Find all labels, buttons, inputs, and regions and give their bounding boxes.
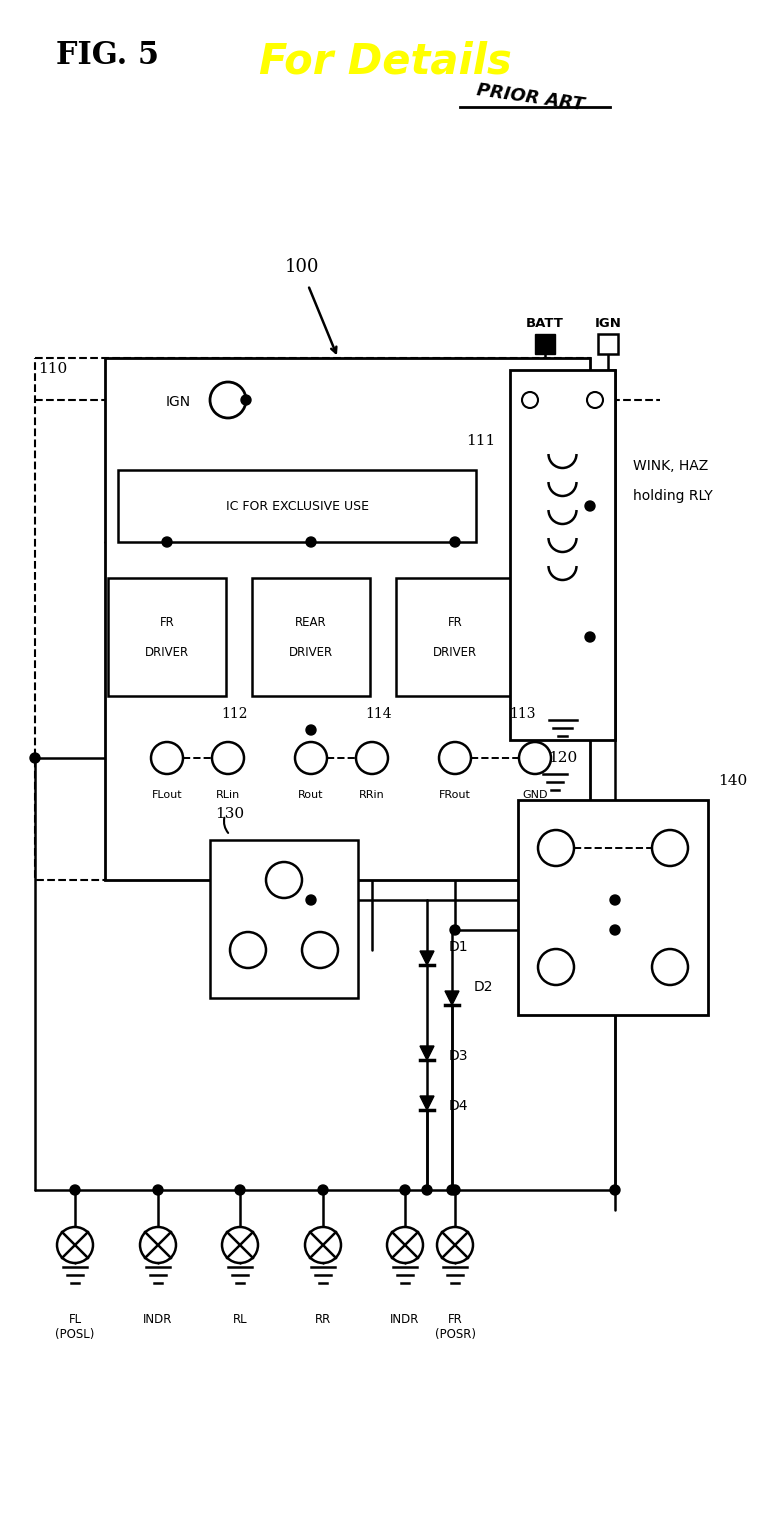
Circle shape xyxy=(30,753,40,762)
Text: FRout: FRout xyxy=(439,790,471,801)
Text: 112: 112 xyxy=(221,707,247,721)
Polygon shape xyxy=(420,1047,434,1060)
Circle shape xyxy=(306,724,316,735)
Text: 100: 100 xyxy=(285,258,320,277)
Text: 130: 130 xyxy=(215,807,244,821)
Circle shape xyxy=(387,1227,423,1264)
Circle shape xyxy=(610,895,620,905)
Circle shape xyxy=(585,501,595,510)
Circle shape xyxy=(652,949,688,986)
Text: D2: D2 xyxy=(474,979,494,995)
Text: 110: 110 xyxy=(38,362,67,376)
Circle shape xyxy=(212,743,244,775)
Text: RLin: RLin xyxy=(216,790,240,801)
Text: 113: 113 xyxy=(509,707,536,721)
Text: GND: GND xyxy=(523,790,548,801)
Circle shape xyxy=(610,1186,620,1195)
Text: REAR

DRIVER: REAR DRIVER xyxy=(289,616,333,659)
Bar xyxy=(598,335,618,354)
Circle shape xyxy=(306,536,316,547)
Text: 140: 140 xyxy=(718,775,747,788)
Circle shape xyxy=(70,1186,80,1195)
Circle shape xyxy=(437,1227,473,1264)
Bar xyxy=(510,370,615,740)
Text: For Details: For Details xyxy=(259,41,512,83)
Text: INDR: INDR xyxy=(390,1313,420,1326)
Bar xyxy=(118,471,476,542)
Circle shape xyxy=(400,1186,410,1195)
Text: IGN: IGN xyxy=(594,316,622,330)
Circle shape xyxy=(153,1186,163,1195)
Circle shape xyxy=(450,1186,460,1195)
Text: 114: 114 xyxy=(365,707,392,721)
Text: Rout: Rout xyxy=(298,790,324,801)
Text: RRin: RRin xyxy=(359,790,385,801)
Text: FR

DRIVER: FR DRIVER xyxy=(433,616,477,659)
Bar xyxy=(396,578,514,695)
Text: BATT: BATT xyxy=(526,316,564,330)
Circle shape xyxy=(439,743,471,775)
Circle shape xyxy=(318,1186,328,1195)
Text: 111: 111 xyxy=(466,434,495,448)
Circle shape xyxy=(302,932,338,969)
Text: D3: D3 xyxy=(449,1050,469,1063)
Text: PRIOR ART: PRIOR ART xyxy=(475,81,585,115)
Text: FR
(POSR): FR (POSR) xyxy=(434,1313,476,1342)
Circle shape xyxy=(151,743,183,775)
Text: FL
(POSL): FL (POSL) xyxy=(55,1313,94,1342)
Polygon shape xyxy=(420,950,434,966)
Circle shape xyxy=(306,895,316,905)
Text: FLout: FLout xyxy=(151,790,183,801)
Circle shape xyxy=(587,393,603,408)
Circle shape xyxy=(295,743,327,775)
Circle shape xyxy=(162,536,172,547)
Text: INDR: INDR xyxy=(144,1313,172,1326)
Circle shape xyxy=(356,743,388,775)
Circle shape xyxy=(538,830,574,866)
Circle shape xyxy=(447,1186,457,1195)
Text: FIG. 5: FIG. 5 xyxy=(56,40,159,70)
Circle shape xyxy=(450,536,460,547)
Circle shape xyxy=(241,396,251,405)
Bar xyxy=(252,578,370,695)
Text: holding RLY: holding RLY xyxy=(633,489,713,503)
Circle shape xyxy=(222,1227,258,1264)
Circle shape xyxy=(538,949,574,986)
Text: D4: D4 xyxy=(449,1099,469,1112)
Circle shape xyxy=(585,633,595,642)
Text: FR

DRIVER: FR DRIVER xyxy=(145,616,189,659)
Circle shape xyxy=(140,1227,176,1264)
Bar xyxy=(35,358,590,880)
Polygon shape xyxy=(420,1096,434,1109)
Circle shape xyxy=(230,932,266,969)
Text: RL: RL xyxy=(232,1313,247,1326)
Circle shape xyxy=(305,1227,341,1264)
Circle shape xyxy=(519,743,551,775)
Text: CLICK HERE: CLICK HERE xyxy=(340,20,440,35)
Text: 120: 120 xyxy=(548,750,577,766)
Circle shape xyxy=(652,830,688,866)
Circle shape xyxy=(235,1186,245,1195)
Circle shape xyxy=(422,1186,432,1195)
Bar xyxy=(108,578,226,695)
Text: RR: RR xyxy=(315,1313,332,1326)
Bar xyxy=(518,801,708,1015)
Circle shape xyxy=(57,1227,93,1264)
Text: D1: D1 xyxy=(449,940,469,953)
Text: IC FOR EXCLUSIVE USE: IC FOR EXCLUSIVE USE xyxy=(225,500,368,512)
Bar xyxy=(535,335,555,354)
Text: IGN: IGN xyxy=(165,396,190,410)
Circle shape xyxy=(610,924,620,935)
Circle shape xyxy=(266,862,302,898)
Circle shape xyxy=(210,382,246,419)
Text: WINK, HAZ: WINK, HAZ xyxy=(633,458,708,474)
Circle shape xyxy=(522,393,538,408)
Bar xyxy=(210,840,358,998)
Bar xyxy=(105,358,590,880)
Circle shape xyxy=(450,924,460,935)
Polygon shape xyxy=(445,992,459,1005)
